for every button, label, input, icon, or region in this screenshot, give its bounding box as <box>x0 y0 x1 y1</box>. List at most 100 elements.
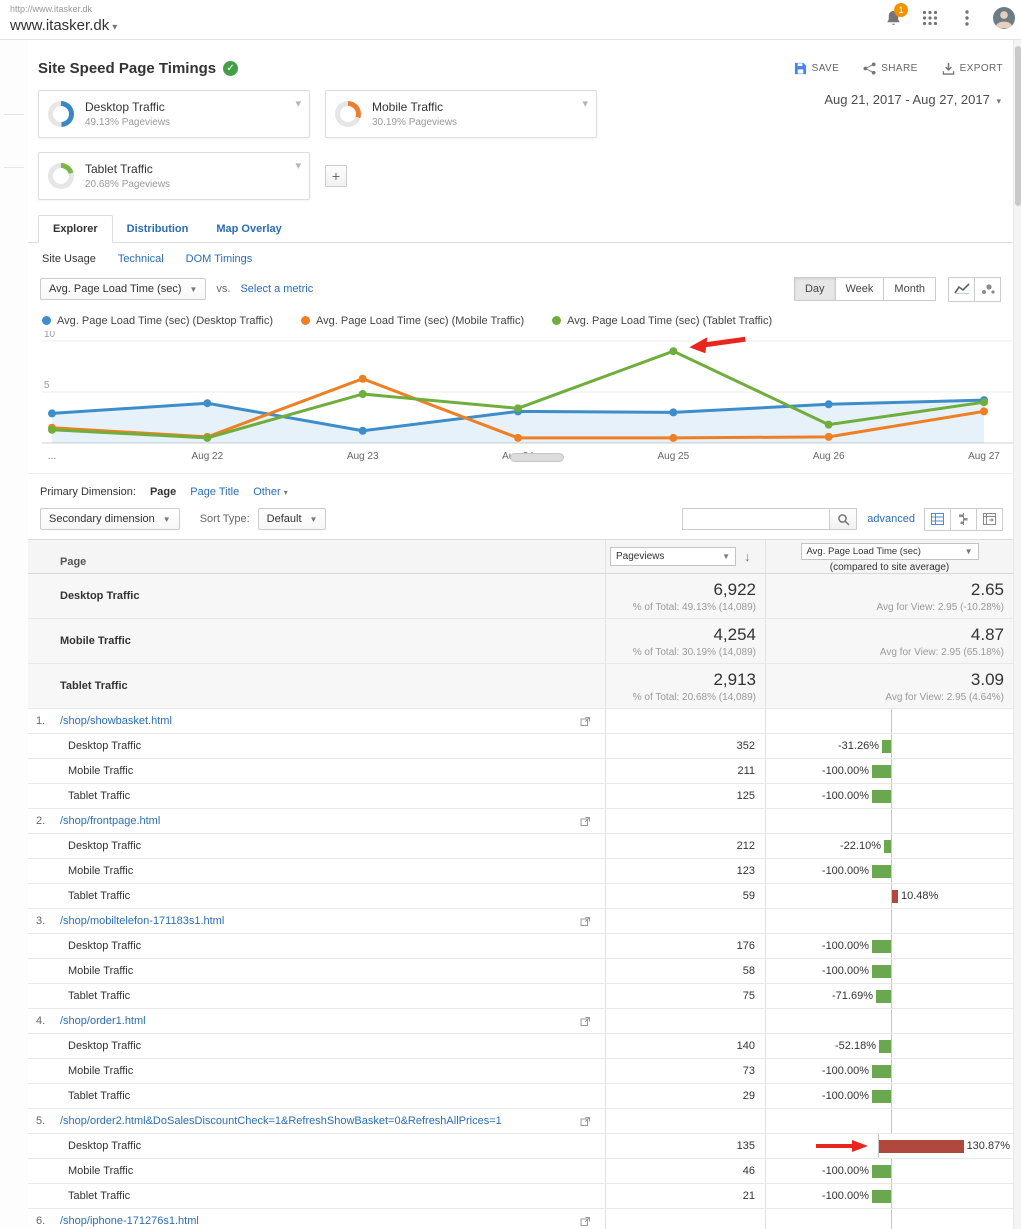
share-button[interactable]: SHARE <box>863 62 917 75</box>
advanced-search-link[interactable]: advanced <box>867 513 915 525</box>
pageviews-cell: 211 <box>605 759 765 783</box>
page-link[interactable]: /shop/order2.html&DoSalesDiscountCheck=1… <box>60 1115 502 1127</box>
search-button[interactable] <box>830 508 858 530</box>
delta-right-half <box>891 759 1013 783</box>
delta-cell: -100.00% <box>765 1059 1013 1083</box>
open-in-new-icon[interactable] <box>580 816 591 827</box>
chevron-down-icon[interactable]: ▾ <box>295 160 301 172</box>
pageviews-value: 21 <box>742 1190 755 1202</box>
chart-legend: Avg. Page Load Time (sec) (Desktop Traff… <box>28 303 1013 329</box>
delta-left-half: -100.00% <box>766 934 891 958</box>
delta-right-half <box>891 934 1013 958</box>
export-button[interactable]: EXPORT <box>942 62 1003 75</box>
scrollbar-thumb[interactable] <box>1015 46 1021 206</box>
page-link[interactable]: /shop/frontpage.html <box>60 815 161 827</box>
metric-dropdown[interactable]: Avg. Page Load Time (sec) ▼ <box>40 278 207 300</box>
granularity-week-button[interactable]: Week <box>834 277 885 301</box>
page-link[interactable]: /shop/order1.html <box>60 1015 146 1027</box>
page-column-header[interactable]: Page <box>60 556 87 568</box>
open-in-new-icon[interactable] <box>580 1116 591 1127</box>
delta-cell: -100.00% <box>765 784 1013 808</box>
pageviews-metric-dropdown[interactable]: Pageviews ▼ <box>610 547 736 566</box>
delta-left-half: -31.26% <box>766 734 891 758</box>
dimension-page[interactable]: Page <box>149 486 177 498</box>
table-search-input[interactable] <box>682 508 831 530</box>
granularity-day-button[interactable]: Day <box>793 277 836 301</box>
delta-value: -100.00% <box>821 1090 869 1102</box>
date-range-picker[interactable]: Aug 21, 2017 - Aug 27, 2017 ▾ <box>824 92 1001 107</box>
comparison-view-button[interactable] <box>950 507 977 531</box>
tab-map-overlay[interactable]: Map Overlay <box>216 223 282 235</box>
legend-dot-icon <box>552 316 562 325</box>
segment-card-mobile[interactable]: Mobile Traffic 30.19% Pageviews ▾ <box>325 90 597 138</box>
chevron-down-icon[interactable]: ▾ <box>582 98 588 110</box>
sort-type-button[interactable]: Default ▼ <box>257 508 327 530</box>
pageviews-note: % of Total: 30.19% (14,089) <box>632 646 756 658</box>
pageviews-cell: 123 <box>605 859 765 883</box>
pageviews-total: 2,913 <box>713 669 756 689</box>
granularity-month-button[interactable]: Month <box>883 277 936 301</box>
more-menu-button[interactable] <box>956 5 978 31</box>
page-row: 2. /shop/frontpage.html <box>28 809 1013 834</box>
segment-subtitle: 49.13% Pageviews <box>85 117 171 128</box>
tab-distribution[interactable]: Distribution <box>126 223 189 235</box>
table-search-controls: advanced <box>682 507 1003 531</box>
sort-type-label: Sort Type: <box>199 513 250 525</box>
apps-button[interactable] <box>919 5 941 31</box>
vs-label: vs. <box>216 283 231 295</box>
subtab-dom-timings[interactable]: DOM Timings <box>185 253 253 265</box>
avg-header-note: (compared to site average) <box>829 562 950 573</box>
open-in-new-icon[interactable] <box>580 916 591 927</box>
open-in-new-icon[interactable] <box>580 1216 591 1227</box>
segment-card-tablet[interactable]: Tablet Traffic 20.68% Pageviews ▾ <box>38 152 310 200</box>
table-view-button[interactable] <box>924 507 951 531</box>
pivot-view-button[interactable] <box>976 507 1003 531</box>
delta-bar-negative <box>872 1089 891 1103</box>
apps-grid-icon <box>922 10 938 26</box>
add-segment-button[interactable]: + <box>325 165 347 187</box>
segment-card-desktop[interactable]: Desktop Traffic 49.13% Pageviews ▾ <box>38 90 310 138</box>
save-button[interactable]: SAVE <box>794 62 840 75</box>
page-link[interactable]: /shop/showbasket.html <box>60 715 172 727</box>
account-selector[interactable]: www.itasker.dk ▾ <box>10 17 117 34</box>
delta-right-half <box>891 834 1013 858</box>
segment-name-cell: Mobile Traffic <box>28 759 605 783</box>
motion-chart-view-button[interactable] <box>974 276 1001 302</box>
primary-dimension-label: Primary Dimension: <box>40 486 136 498</box>
avg-metric-dropdown[interactable]: Avg. Page Load Time (sec) ▼ <box>800 543 979 560</box>
delta-cell: -31.26% <box>765 734 1013 758</box>
sort-direction-icon[interactable]: ↓ <box>744 549 751 564</box>
delta-bar-negative <box>884 839 891 853</box>
line-chart-view-button[interactable] <box>948 276 975 302</box>
delta-right-half: 130.87% <box>877 1134 1013 1158</box>
pageviews-total: 4,254 <box>713 624 756 644</box>
chart-scrollbar-handle[interactable] <box>510 453 564 462</box>
chevron-down-icon[interactable]: ▾ <box>295 98 301 110</box>
open-in-new-icon[interactable] <box>580 716 591 727</box>
dimension-page-title[interactable]: Page Title <box>190 486 240 498</box>
save-icon <box>794 62 806 75</box>
secondary-dimension-button[interactable]: Secondary dimension ▼ <box>40 508 180 530</box>
tab-explorer[interactable]: Explorer <box>38 215 113 243</box>
open-in-new-icon[interactable] <box>580 1016 591 1027</box>
legend-item-desktop: Avg. Page Load Time (sec) (Desktop Traff… <box>42 315 273 327</box>
subtab-technical[interactable]: Technical <box>117 253 164 265</box>
delta-left-half: -100.00% <box>766 859 891 883</box>
page-link[interactable]: /shop/iphone-171276s1.html <box>60 1215 199 1227</box>
comparison-view-icon <box>959 513 968 525</box>
page-link[interactable]: /shop/mobiltelefon-171183s1.html <box>60 915 225 927</box>
segment-sub-row: Mobile Traffic 73 -100.00% <box>28 1059 1013 1084</box>
select-metric-link[interactable]: Select a metric <box>240 283 314 295</box>
pageviews-value: 211 <box>737 765 755 777</box>
dimension-other[interactable]: Other ▾ <box>253 486 288 498</box>
delta-left-half <box>766 1134 878 1158</box>
export-icon <box>942 62 954 75</box>
segment-name: Mobile Traffic <box>372 100 444 114</box>
page-scrollbar[interactable] <box>1013 40 1021 1229</box>
subtab-site-usage[interactable]: Site Usage <box>42 253 96 265</box>
notifications-button[interactable]: 1 <box>882 3 908 31</box>
segment-sub-row: Desktop Traffic 135 130.87% <box>28 1134 1013 1159</box>
pageviews-value: 140 <box>736 1040 755 1052</box>
account-avatar[interactable] <box>993 5 1015 31</box>
segment-sub-row: Tablet Traffic 75 -71.69% <box>28 984 1013 1009</box>
